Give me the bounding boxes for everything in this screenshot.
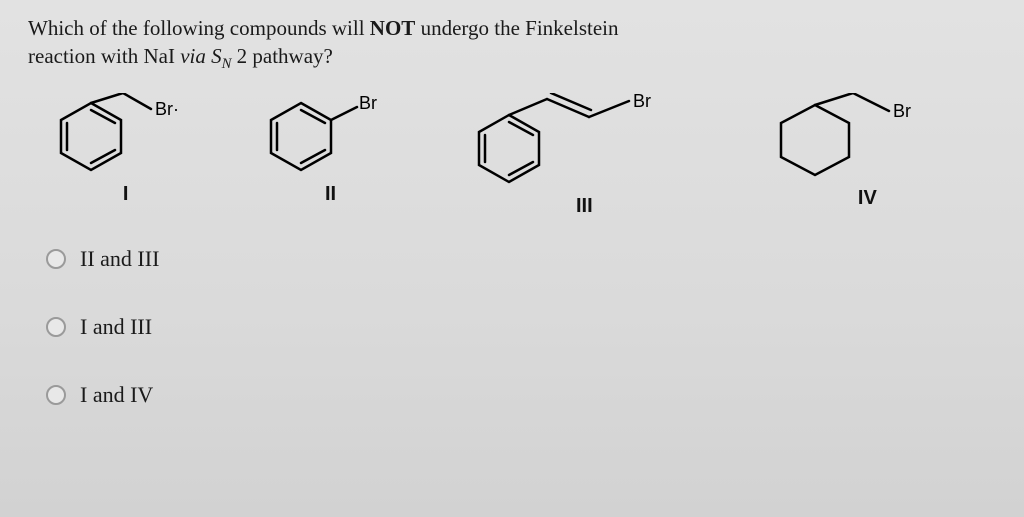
- radio-icon: [46, 249, 66, 269]
- structures-row: Br· I Br II: [28, 93, 1004, 218]
- structure-1-svg: Br·: [51, 93, 201, 179]
- option-a[interactable]: II and III: [46, 246, 1004, 272]
- structure-4-label: IV: [858, 187, 877, 210]
- question-text: Which of the following compounds will NO…: [28, 14, 1004, 75]
- q-line1-pre: Which of the following compounds will: [28, 16, 370, 40]
- page-root: Which of the following compounds will NO…: [0, 0, 1024, 517]
- option-a-text: II and III: [80, 246, 159, 272]
- q-line1-bold: NOT: [370, 16, 416, 40]
- q-line2-s: S: [206, 44, 222, 68]
- option-c-text: I and IV: [80, 382, 153, 408]
- structure-2-br: Br: [359, 93, 377, 113]
- q-line2-sub: N: [222, 57, 232, 73]
- structure-4-svg: Br: [767, 93, 967, 183]
- structure-3: Br III: [438, 93, 731, 218]
- structure-1-br: Br·: [155, 99, 179, 119]
- q-line2-two: 2 pathway?: [231, 44, 332, 68]
- option-c[interactable]: I and IV: [46, 382, 1004, 408]
- q-line2-via: via: [180, 44, 206, 68]
- radio-icon: [46, 317, 66, 337]
- structure-1-label: I: [123, 183, 129, 206]
- structure-2: Br II: [223, 93, 438, 206]
- structure-3-br: Br: [633, 93, 651, 111]
- structure-2-svg: Br: [261, 93, 401, 179]
- structure-4-br: Br: [893, 101, 911, 121]
- structure-3-svg: Br: [469, 93, 699, 191]
- answer-options: II and III I and III I and IV: [28, 246, 1004, 408]
- structure-2-label: II: [325, 183, 336, 206]
- structure-4: Br IV: [731, 93, 1004, 210]
- q-line1-post: undergo the Finkelstein: [415, 16, 618, 40]
- q-line2-pre: reaction with NaI: [28, 44, 180, 68]
- structure-1: Br· I: [28, 93, 223, 206]
- option-b-text: I and III: [80, 314, 152, 340]
- option-b[interactable]: I and III: [46, 314, 1004, 340]
- radio-icon: [46, 385, 66, 405]
- structure-3-label: III: [576, 195, 593, 218]
